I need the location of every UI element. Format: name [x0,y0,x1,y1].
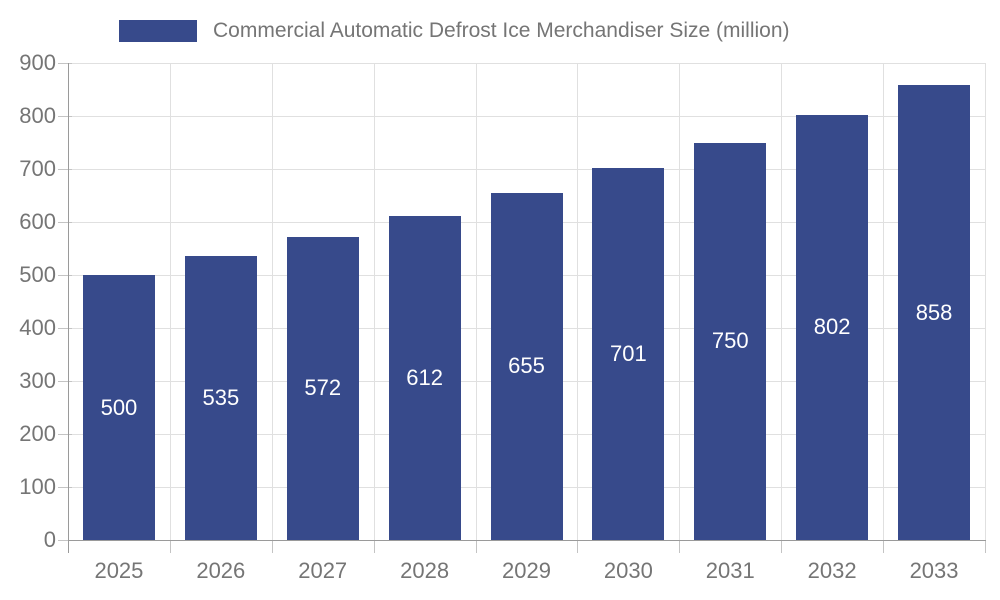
x-axis-tick [271,540,273,553]
bar-value-label: 858 [915,299,953,325]
x-axis-label: 2028 [400,558,450,583]
x-axis-label: 2027 [298,558,348,583]
bar-value-label: 535 [202,385,240,411]
bar [82,275,155,540]
gridline-vertical [985,63,986,540]
bar [184,256,257,540]
bar [388,215,461,540]
x-axis-tick [373,540,375,553]
y-axis-label: 400 [19,315,56,340]
bar [898,85,971,540]
y-axis-tick [58,63,72,64]
y-axis-line [68,63,69,553]
y-axis-tick [58,381,72,382]
x-axis-label: 2026 [196,558,246,583]
bar [286,236,359,540]
bar-value-label: 655 [508,353,545,379]
gridline-vertical [883,63,885,540]
bar [592,168,665,540]
x-axis-label: 2029 [502,558,551,583]
bar-value-label: 802 [813,314,851,340]
y-axis-label: 800 [19,103,56,128]
x-axis-tick [985,540,986,553]
x-axis-tick [475,540,477,553]
y-axis-label: 700 [19,156,56,181]
y-axis-label: 900 [19,50,56,75]
x-axis-tick [577,540,579,553]
x-axis-line [68,540,986,541]
gridline-vertical [169,63,171,540]
y-axis-label: 500 [19,262,56,287]
x-axis-label: 2033 [909,558,959,583]
y-axis-tick [58,116,72,117]
x-axis-label: 2030 [603,558,653,583]
x-axis-tick [883,540,885,553]
gridline-vertical [271,63,273,540]
legend-label: Commercial Automatic Defrost Ice Merchan… [213,19,790,42]
y-axis-tick [58,275,72,276]
bar [490,192,563,540]
gridline-vertical [781,63,783,540]
chart-legend[interactable]: Commercial Automatic Defrost Ice Merchan… [119,18,790,44]
gridline-horizontal [68,116,985,117]
gridline-horizontal [68,63,985,64]
gridline-horizontal [68,169,985,170]
legend-swatch [119,20,197,42]
y-axis-tick [58,487,72,488]
gridline-vertical [373,63,375,540]
y-axis-tick [58,169,72,170]
bar-value-label: 612 [406,364,443,390]
bar-value-label: 500 [100,394,138,420]
x-axis-label: 2032 [807,558,857,583]
x-axis-tick [679,540,681,553]
gridline-vertical [475,63,477,540]
y-axis-tick [58,328,72,329]
bar-value-label: 750 [711,328,749,354]
y-axis-tick [58,540,72,541]
y-axis-label: 300 [19,368,56,393]
y-axis-tick [58,434,72,435]
x-axis-tick [169,540,171,553]
bar [694,142,767,540]
gridline-vertical [577,63,579,540]
x-axis-label: 2025 [94,558,144,583]
y-axis-label: 100 [19,474,56,499]
bar [796,114,869,540]
gridline-vertical [679,63,681,540]
bar-value-label: 572 [304,375,342,401]
y-axis-label: 0 [43,527,56,552]
y-axis-label: 600 [19,209,56,234]
x-axis-label: 2031 [705,558,755,583]
x-axis-tick [781,540,783,553]
bar-value-label: 701 [610,341,647,367]
y-axis-tick [58,222,72,223]
y-axis-label: 200 [19,421,56,446]
